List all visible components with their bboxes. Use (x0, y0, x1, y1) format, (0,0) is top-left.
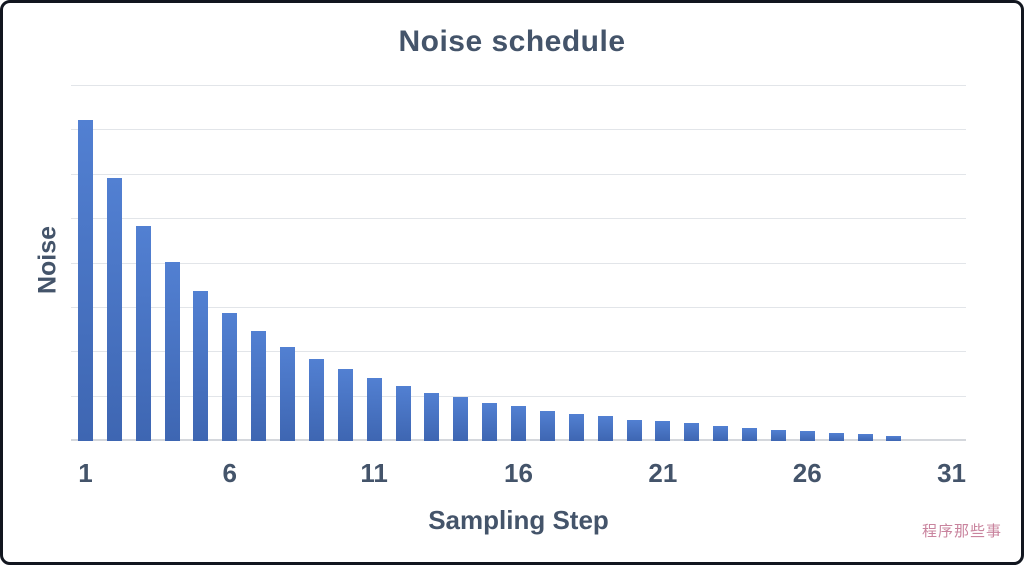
gridline (71, 262, 966, 264)
x-axis-title: Sampling Step (428, 505, 609, 535)
gridline (71, 129, 966, 131)
gridline (71, 395, 966, 397)
x-tick-label-26: 26 (792, 458, 822, 488)
bar-step-28 (857, 433, 873, 441)
bar-slot (273, 86, 302, 441)
bar-slot (937, 86, 966, 441)
bar-step-17 (539, 410, 555, 441)
bar-step-3 (135, 225, 151, 441)
bar-step-10 (337, 369, 353, 441)
bar-slot (244, 86, 273, 441)
bar-slot (533, 86, 562, 441)
bar-slot (418, 86, 447, 441)
bar-slot (851, 86, 880, 441)
bar-step-26 (799, 431, 815, 441)
bar-step-24 (742, 427, 758, 441)
bar-slot (504, 86, 533, 441)
bar-slot (389, 86, 418, 441)
bar-step-27 (828, 433, 844, 441)
x-tick-label-6: 6 (222, 458, 238, 488)
bar-step-16 (511, 405, 527, 441)
bar-slot (908, 86, 937, 441)
bar-slot (880, 86, 909, 441)
bar-step-7 (251, 331, 267, 441)
bar-slot (793, 86, 822, 441)
bar-slot (562, 86, 591, 441)
bar-slot (215, 86, 244, 441)
bar-step-25 (770, 429, 786, 441)
bar-step-20 (626, 419, 642, 441)
bar-step-11 (366, 378, 382, 441)
bar-step-1 (77, 120, 93, 441)
bar-slot (677, 86, 706, 441)
plot-area (71, 85, 966, 441)
bar-slot (706, 86, 735, 441)
bar-slot (71, 86, 100, 441)
gridline (71, 173, 966, 175)
bar-step-9 (308, 358, 324, 441)
bar-slot (591, 86, 620, 441)
bar-step-29 (886, 436, 902, 441)
bar-step-12 (395, 386, 411, 441)
bar-step-5 (193, 290, 209, 441)
bar-step-2 (106, 178, 122, 441)
bar-step-15 (482, 402, 498, 441)
x-tick-label-1: 1 (78, 458, 93, 488)
x-tick-label-16: 16 (504, 458, 533, 488)
bar-step-19 (597, 416, 613, 441)
bar-slot (764, 86, 793, 441)
gridline (71, 85, 966, 86)
x-tick-label-21: 21 (648, 458, 678, 488)
x-tick-label-11: 11 (360, 458, 388, 488)
bar-step-14 (453, 397, 469, 441)
bar-step-22 (684, 423, 700, 441)
bar-slot (302, 86, 331, 441)
bar-step-21 (655, 421, 671, 441)
bar-step-4 (164, 262, 180, 441)
chart-title: Noise schedule (398, 25, 626, 58)
bar-step-8 (280, 347, 296, 441)
bar-series (71, 86, 966, 441)
bar-step-13 (424, 392, 440, 441)
bar-step-6 (222, 313, 238, 441)
bar-slot (129, 86, 158, 441)
gridline (71, 306, 966, 308)
bar-slot (158, 86, 187, 441)
bar-slot (475, 86, 504, 441)
bar-slot (735, 86, 764, 441)
bar-step-23 (713, 426, 729, 441)
bar-slot (360, 86, 389, 441)
bar-slot (620, 86, 649, 441)
y-axis-title: Noise (33, 225, 62, 295)
bar-slot (187, 86, 216, 441)
bar-slot (100, 86, 129, 441)
bar-slot (331, 86, 360, 441)
x-axis-ticks: 1 6 11 16 21 26 31 (71, 458, 966, 494)
bar-slot (446, 86, 475, 441)
bar-slot (822, 86, 851, 441)
gridline (71, 351, 966, 353)
bar-step-18 (568, 413, 584, 441)
bar-slot (649, 86, 678, 441)
x-tick-label-31: 31 (937, 458, 967, 488)
gridline (71, 218, 966, 220)
watermark: 程序那些事 (921, 523, 1002, 540)
